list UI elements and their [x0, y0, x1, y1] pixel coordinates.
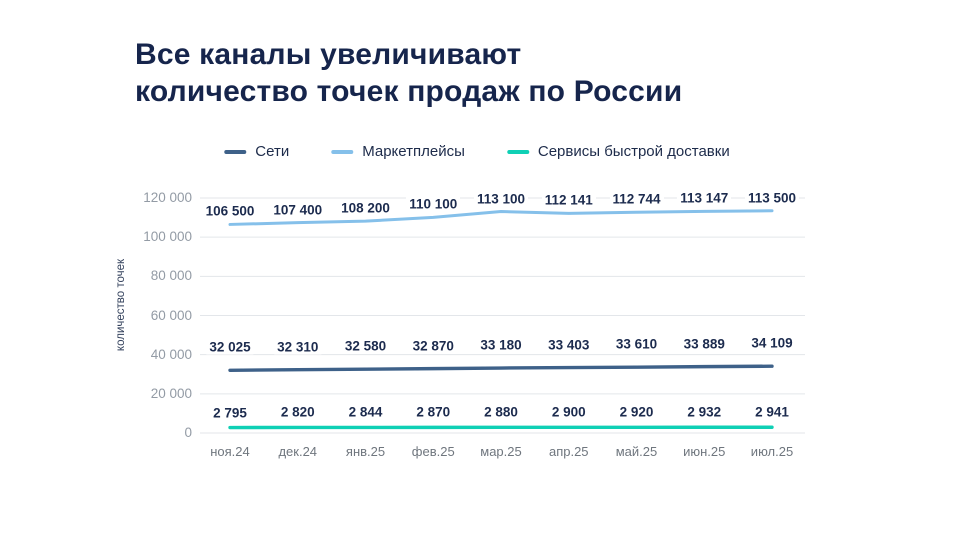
x-tick-label: дек.24 — [278, 444, 318, 459]
data-label: 2 941 — [752, 404, 792, 420]
legend-item-label: Сервисы быстрой доставки — [537, 143, 730, 160]
slide-title-line1: Все каналы увеличивают — [135, 38, 522, 71]
data-label: 2 820 — [277, 404, 318, 420]
data-label: 33 403 — [545, 337, 593, 353]
legend-line-swatch — [331, 149, 354, 154]
data-label: 113 100 — [473, 191, 529, 206]
legend-item-2: Сервисы быстрой доставки — [506, 143, 730, 160]
x-tick-label: июн.25 — [683, 444, 726, 459]
x-tick-label: ноя.24 — [210, 444, 250, 459]
chart-legend: Сети Маркетплейсы Сервисы быстрой доставки — [224, 143, 730, 160]
x-tick-label: мар.25 — [480, 444, 522, 459]
data-label: 32 580 — [341, 338, 390, 354]
data-label: 113 500 — [744, 190, 800, 206]
y-tick-label: 120 000 — [143, 190, 192, 205]
data-label: 2 920 — [616, 404, 657, 420]
y-tick-label: 40 000 — [150, 346, 192, 362]
data-label: 2 795 — [210, 405, 250, 421]
x-tick-label: май.25 — [615, 444, 658, 459]
legend-line-swatch — [224, 149, 247, 154]
data-label: 32 025 — [206, 339, 254, 355]
series-line-0 — [228, 209, 774, 226]
data-label: 2 932 — [684, 404, 725, 420]
legend-item-label: Сети — [255, 143, 290, 160]
data-label: 2 870 — [413, 404, 454, 420]
data-label: 2 900 — [548, 404, 589, 420]
data-label: 112 744 — [609, 191, 664, 207]
legend-item-0: Сети — [224, 143, 289, 160]
legend-line-swatch — [506, 149, 529, 154]
data-label: 32 310 — [274, 339, 322, 355]
data-label: 32 870 — [409, 338, 457, 354]
x-tick-label: фев.25 — [411, 444, 455, 459]
data-label: 34 109 — [748, 335, 796, 351]
y-tick-label: 0 — [184, 425, 192, 440]
data-label: 112 141 — [541, 192, 596, 208]
data-label: 113 147 — [677, 190, 732, 206]
data-label: 2 844 — [345, 404, 386, 420]
data-label: 110 100 — [406, 196, 461, 212]
data-label: 108 200 — [338, 200, 393, 216]
data-label: 2 880 — [481, 404, 521, 420]
data-label: 106 500 — [202, 203, 258, 219]
slide-title: Все каналы увеличивают количество точек п… — [135, 36, 682, 110]
y-tick-label: 60 000 — [150, 307, 192, 323]
legend-item-label: Маркетплейсы — [362, 143, 465, 160]
slide-title-line2: количество точек продаж по России — [135, 75, 683, 108]
series-line-1 — [228, 364, 774, 372]
x-tick-label: июл.25 — [750, 444, 794, 459]
y-tick-label: 20 000 — [150, 385, 192, 401]
y-tick-label: 80 000 — [150, 268, 192, 284]
legend-item-1: Маркетплейсы — [331, 143, 465, 160]
data-label: 33 180 — [477, 337, 525, 353]
data-label: 33 889 — [680, 336, 728, 352]
data-label: 107 400 — [270, 202, 326, 218]
x-tick-label: апр.25 — [548, 444, 589, 459]
data-label: 33 610 — [612, 336, 661, 352]
x-tick-label: янв.25 — [345, 444, 386, 459]
y-tick-label: 100 000 — [143, 229, 192, 245]
